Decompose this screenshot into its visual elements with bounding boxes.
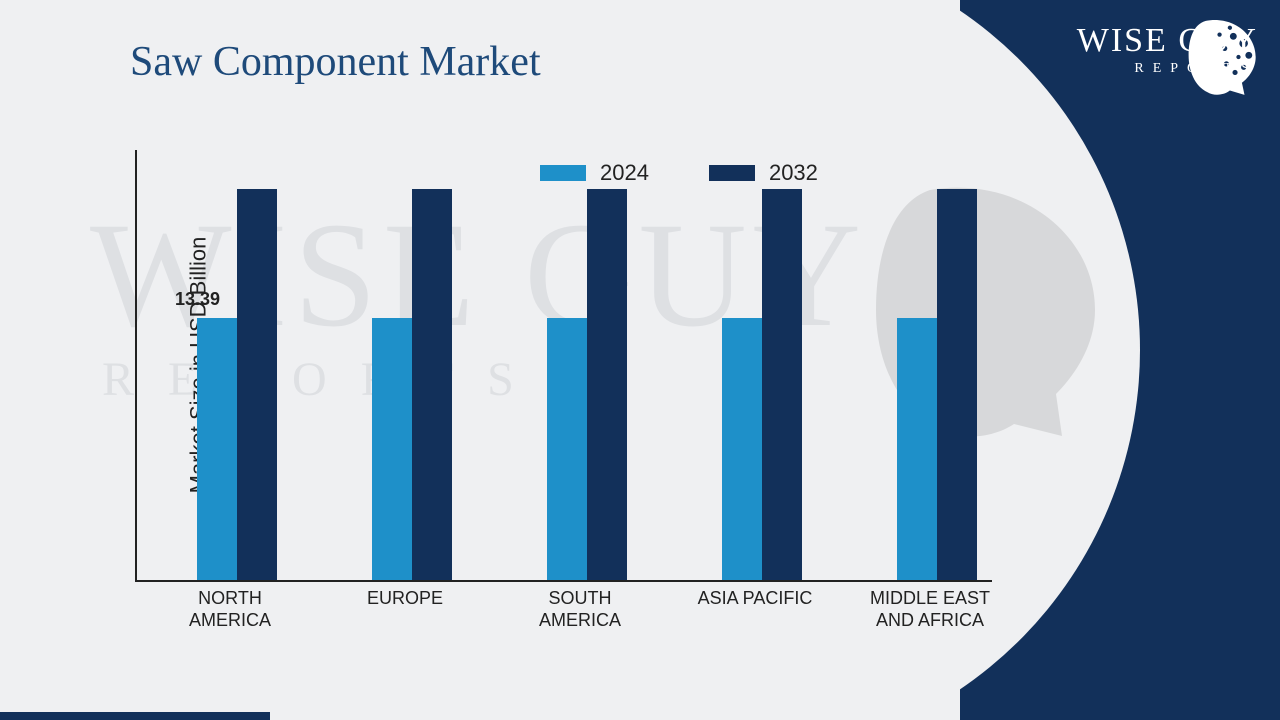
bar-value-label: 13.39: [175, 289, 220, 310]
chart-title: Saw Component Market: [130, 38, 541, 86]
bar-group: [342, 150, 472, 580]
bar-2032: [237, 189, 277, 580]
page: WISE GUY REPORTS WISE GUY REPORTS Saw Co…: [0, 0, 1280, 720]
bar-group: [517, 150, 647, 580]
brand-logo-top: WISE GUY: [1077, 24, 1258, 58]
bar-group: 13.39: [167, 150, 297, 580]
bar-2024: [547, 318, 587, 580]
bar-2032: [412, 189, 452, 580]
bar-2032: [762, 189, 802, 580]
bar-2024: [197, 318, 237, 580]
category-label: SOUTH AMERICA: [515, 588, 645, 631]
category-label: ASIA PACIFIC: [690, 588, 820, 610]
brand-logo-sub: REPORTS: [1077, 62, 1258, 76]
brand-logo: WISE GUY REPORTS: [1077, 24, 1258, 76]
category-label: MIDDLE EAST AND AFRICA: [865, 588, 995, 631]
bar-group: [867, 150, 997, 580]
bar-2024: [722, 318, 762, 580]
plot-region: 13.39: [135, 150, 992, 582]
category-label: NORTH AMERICA: [165, 588, 295, 631]
category-label: EUROPE: [340, 588, 470, 610]
bar-2024: [897, 318, 937, 580]
bar-2032: [587, 189, 627, 580]
bar-group: [692, 150, 822, 580]
footer-accent-bar: [0, 712, 270, 720]
bar-2032: [937, 189, 977, 580]
bar-2024: [372, 318, 412, 580]
chart-area: Market Size in USD Billion 13.39 NORTH A…: [60, 150, 990, 580]
